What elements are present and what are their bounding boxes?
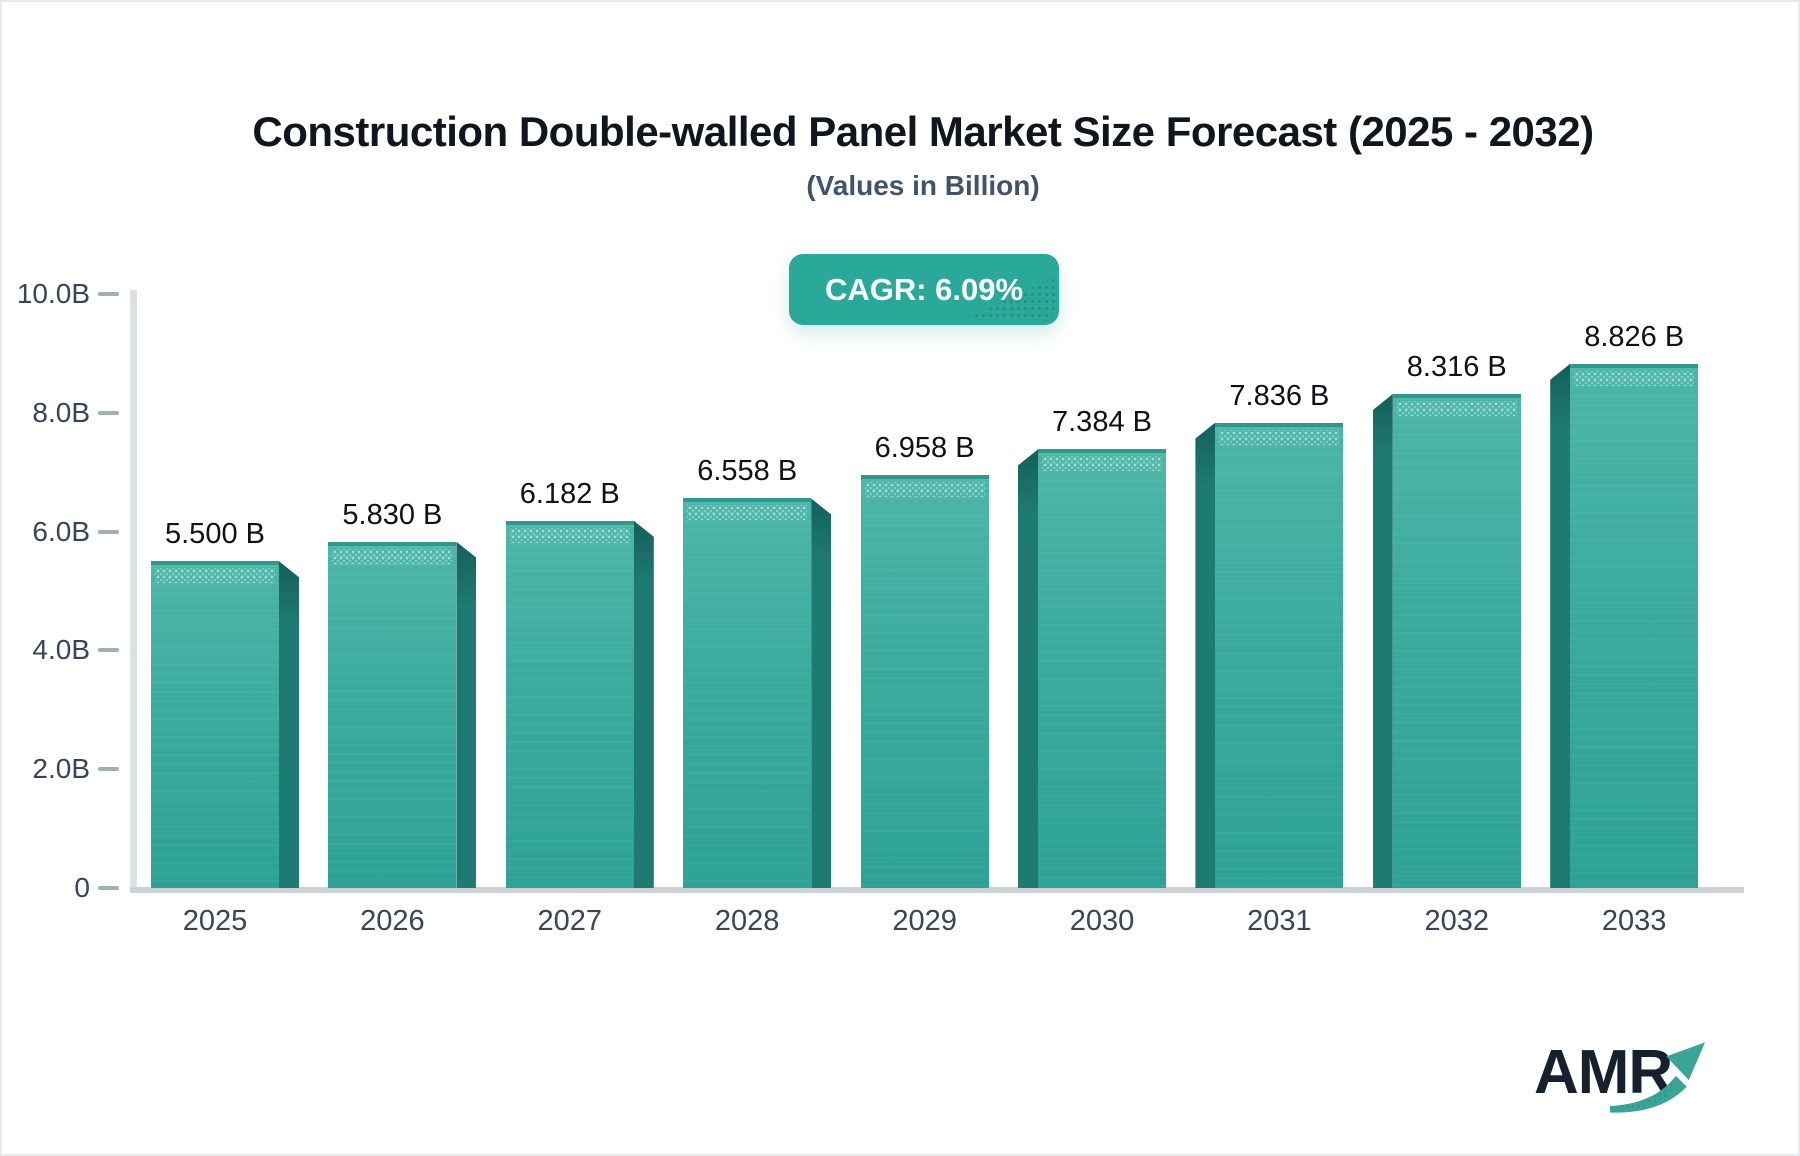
x-axis-label-2031: 2031 xyxy=(1247,905,1312,937)
cagr-badge-label: CAGR: 6.09% xyxy=(824,271,1024,307)
y-axis-tick-label: 0 xyxy=(74,872,90,903)
y-axis-tick-label: 8.0B xyxy=(32,396,90,428)
bar-2028-side-face xyxy=(811,498,832,888)
bar-2032-side-face xyxy=(1372,394,1393,888)
bar-2029 xyxy=(860,474,989,888)
bar-top-texture xyxy=(332,548,453,564)
bar-value-label-2027: 6.182 B xyxy=(519,477,620,510)
bar-top-texture xyxy=(1396,401,1517,417)
bar-2027-side-face xyxy=(633,520,654,888)
chart-subtitle: (Values in Billion) xyxy=(806,170,1040,201)
cagr-badge: CAGR: 6.09% xyxy=(789,254,1059,325)
y-axis-tick xyxy=(98,886,119,890)
bar-2026-side-face xyxy=(456,541,477,888)
bar-top-texture xyxy=(1042,456,1162,472)
bar-value-label-2025: 5.500 B xyxy=(165,518,265,551)
y-axis-tick xyxy=(98,292,119,296)
y-axis-tick-label: 10.0B xyxy=(16,278,90,309)
amr-logo: AMR xyxy=(1534,1034,1724,1118)
bar-2026 xyxy=(328,541,457,888)
y-axis-tick xyxy=(98,410,119,415)
x-axis-label-2029: 2029 xyxy=(892,905,957,937)
bar-2028 xyxy=(683,498,812,888)
y-axis-tick xyxy=(98,529,119,534)
x-axis-label-2033: 2033 xyxy=(1601,905,1667,937)
bar-2032 xyxy=(1392,394,1521,888)
bar-value-label-2030: 7.384 B xyxy=(1052,406,1152,439)
bar-2033 xyxy=(1570,363,1699,888)
y-axis-tick-label: 4.0B xyxy=(32,634,90,666)
x-axis-label-2028: 2028 xyxy=(714,905,780,937)
y-axis-tick xyxy=(98,648,119,653)
amr-logo-text: AMR xyxy=(1534,1038,1673,1107)
bar-top-texture xyxy=(1219,429,1340,445)
bar-top-texture xyxy=(864,481,985,497)
bar-top-texture xyxy=(155,568,275,584)
x-axis-label-2026: 2026 xyxy=(360,905,425,937)
bar-top-texture xyxy=(509,527,630,543)
bar-2025 xyxy=(151,561,279,888)
bar-2027 xyxy=(505,520,634,888)
bar-2030 xyxy=(1038,449,1166,888)
bar-2030-side-face xyxy=(1018,449,1038,888)
bar-value-label-2032: 8.316 B xyxy=(1406,351,1507,384)
bar-top-texture xyxy=(1574,370,1695,386)
bar-value-label-2029: 6.958 B xyxy=(874,431,975,464)
x-axis-line xyxy=(130,887,1744,893)
x-axis-label-2032: 2032 xyxy=(1424,905,1490,937)
bar-value-label-2033: 8.826 B xyxy=(1584,320,1685,353)
y-axis-tick-label: 2.0B xyxy=(32,753,90,785)
bar-2025-side-face xyxy=(279,561,299,888)
bar-value-label-2031: 7.836 B xyxy=(1229,379,1330,412)
y-axis-line xyxy=(130,290,137,893)
bar-value-label-2028: 6.558 B xyxy=(697,455,798,488)
y-axis-tick-label: 6.0B xyxy=(32,515,90,547)
y-axis-tick xyxy=(98,767,119,772)
bar-2033-side-face xyxy=(1550,363,1571,888)
bar-2031-side-face xyxy=(1195,422,1216,888)
bar-top-texture xyxy=(687,505,808,521)
chart-title: Construction Double-walled Panel Market … xyxy=(252,108,1594,155)
x-axis-label-2027: 2027 xyxy=(537,905,603,937)
x-axis-label-2025: 2025 xyxy=(182,905,248,937)
x-axis-label-2030: 2030 xyxy=(1069,905,1135,937)
growth-arrow-icon xyxy=(1610,1042,1706,1113)
bar-2031 xyxy=(1215,422,1344,888)
bar-value-label-2026: 5.830 B xyxy=(342,498,443,531)
